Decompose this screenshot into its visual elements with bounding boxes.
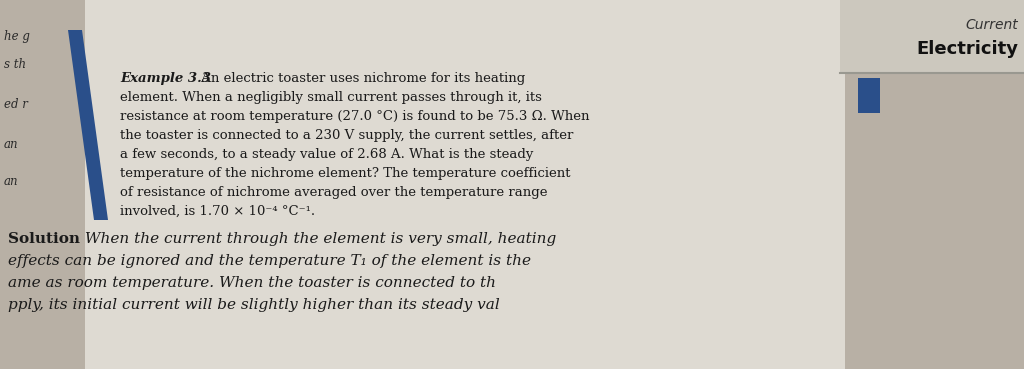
Text: Electricity: Electricity bbox=[916, 40, 1018, 58]
FancyBboxPatch shape bbox=[85, 0, 845, 369]
FancyBboxPatch shape bbox=[840, 0, 1024, 72]
Text: of resistance of nichrome averaged over the temperature range: of resistance of nichrome averaged over … bbox=[120, 186, 548, 199]
Text: involved, is 1.70 × 10⁻⁴ °C⁻¹.: involved, is 1.70 × 10⁻⁴ °C⁻¹. bbox=[120, 205, 315, 218]
Text: an: an bbox=[4, 175, 18, 188]
Bar bbox=[858, 78, 880, 113]
Text: When the current through the element is very small, heating: When the current through the element is … bbox=[80, 232, 556, 246]
Text: ed r: ed r bbox=[4, 98, 28, 111]
Text: temperature of the nichrome element? The temperature coefficient: temperature of the nichrome element? The… bbox=[120, 167, 570, 180]
Text: an: an bbox=[4, 138, 18, 151]
Text: ame as room temperature. When the toaster is connected to th: ame as room temperature. When the toaste… bbox=[8, 276, 496, 290]
Text: Example 3.3: Example 3.3 bbox=[120, 72, 211, 85]
Polygon shape bbox=[68, 30, 108, 220]
Text: the toaster is connected to a 230 V supply, the current settles, after: the toaster is connected to a 230 V supp… bbox=[120, 129, 573, 142]
Text: element. When a negligibly small current passes through it, its: element. When a negligibly small current… bbox=[120, 91, 542, 104]
Text: he g: he g bbox=[4, 30, 30, 43]
Text: effects can be ignored and the temperature T₁ of the element is the: effects can be ignored and the temperatu… bbox=[8, 254, 531, 268]
Text: Solution: Solution bbox=[8, 232, 80, 246]
Text: s th: s th bbox=[4, 58, 27, 71]
Text: An electric toaster uses nichrome for its heating: An electric toaster uses nichrome for it… bbox=[197, 72, 525, 85]
Text: resistance at room temperature (27.0 °C) is found to be 75.3 Ω. When: resistance at room temperature (27.0 °C)… bbox=[120, 110, 590, 123]
Text: Current: Current bbox=[966, 18, 1018, 32]
Text: pply, its initial current will be slightly higher than its steady val: pply, its initial current will be slight… bbox=[8, 298, 500, 312]
Text: a few seconds, to a steady value of 2.68 A. What is the steady: a few seconds, to a steady value of 2.68… bbox=[120, 148, 534, 161]
